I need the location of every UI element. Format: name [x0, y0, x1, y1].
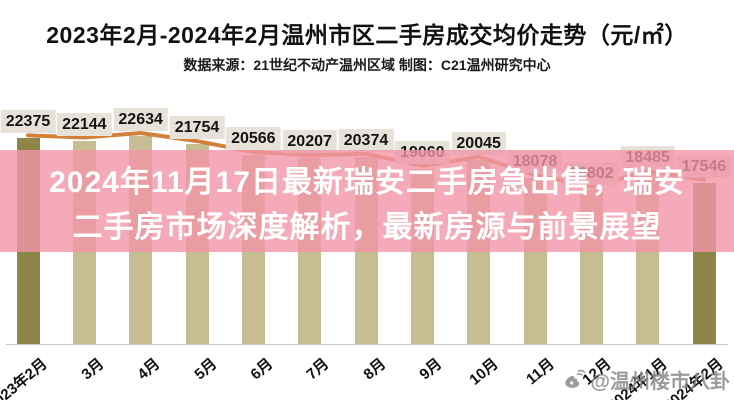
x-axis-label-9月: 9月: [416, 355, 446, 384]
x-axis-label-8月: 8月: [360, 355, 389, 384]
value-label-2023年2月: 22375: [0, 110, 56, 134]
x-axis-label-10月: 10月: [466, 355, 502, 389]
overlay-banner-line1: 2024年11月17日最新瑞安二手房急出售，瑞安: [49, 166, 685, 199]
x-axis-label-6月: 6月: [247, 355, 277, 384]
watermark-text: @温州楼市八卦: [590, 371, 730, 393]
value-label-8月: 20374: [338, 128, 394, 152]
value-label-4月: 22634: [113, 108, 168, 131]
weibo-icon: [565, 369, 586, 388]
chart-header: 2023年2月-2024年2月温州市区二手房成交均价走势（元/㎡） 数据来源：2…: [0, 0, 734, 75]
x-axis-label-4月: 4月: [134, 355, 164, 384]
x-axis-label-11月: 11月: [523, 355, 558, 389]
watermark: @温州楼市八卦: [563, 365, 730, 394]
x-axis-line: [6, 344, 728, 345]
value-label-5月: 21754: [169, 116, 225, 140]
x-axis-label-2023年2月: 2023年2月: [0, 355, 51, 400]
value-label-6月: 20566: [226, 127, 281, 150]
x-axis-label-5月: 5月: [191, 355, 220, 384]
overlay-banner-line2: 二手房市场深度解析，最新房源与前景展望: [72, 211, 662, 244]
overlay-banner: 2024年11月17日最新瑞安二手房急出售，瑞安 二手房市场深度解析，最新房源与…: [0, 150, 734, 252]
x-axis-label-7月: 7月: [303, 355, 333, 384]
chart-subtitle: 数据来源：21世纪不动产温州区域 制图：C21温州研究中心: [183, 57, 551, 73]
x-axis-label-3月: 3月: [78, 355, 108, 384]
value-label-3月: 22144: [57, 112, 112, 136]
chart-title: 2023年2月-2024年2月温州市区二手房成交均价走势（元/㎡）: [46, 22, 688, 48]
